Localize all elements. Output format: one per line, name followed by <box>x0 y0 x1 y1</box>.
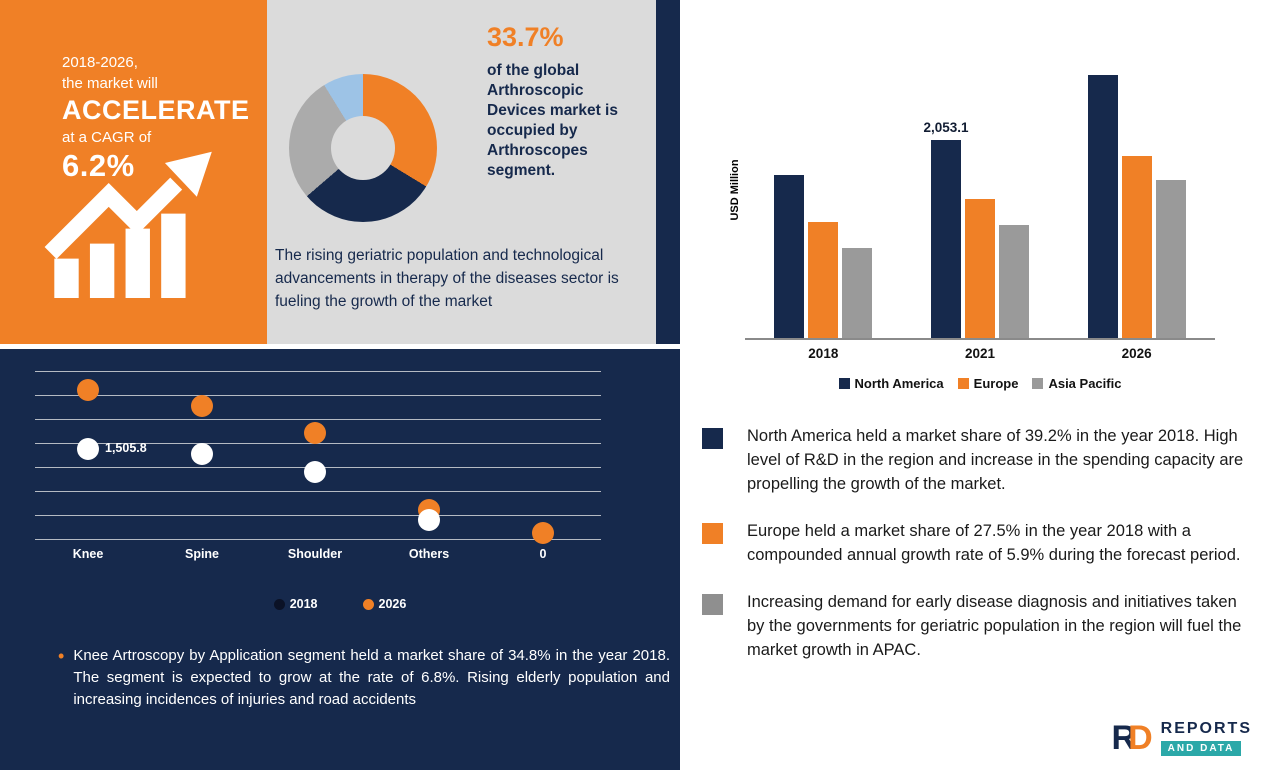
bar-asia-pacific-2018 <box>842 248 873 338</box>
brand-logo: RD REPORTS AND DATA <box>1112 720 1252 756</box>
bar-asia-pacific-2021 <box>998 225 1029 338</box>
cagr-value: 6.2% <box>62 148 135 183</box>
application-bullet-text: Knee Artroscopy by Application segment h… <box>73 647 670 708</box>
divider-strip <box>656 0 680 344</box>
growth-arrow-icon <box>44 151 212 298</box>
bar-group-2021: 2,053.1 2021 <box>923 120 1029 361</box>
bar-europe-2021 <box>964 199 995 338</box>
category-label: Knee <box>72 547 104 561</box>
legend-item-2018: 2018 <box>273 597 318 611</box>
category-label: 0 <box>539 547 547 561</box>
application-panel: Knee Spine Shoulder Others 0 1,505.8 2018 202… <box>0 349 680 770</box>
data-point-2018 <box>191 443 213 466</box>
brand-mark-icon: RD <box>1112 721 1153 755</box>
bar-europe-2018 <box>808 222 839 338</box>
regional-bullets: North America held a market share of 39.… <box>702 424 1258 685</box>
bar-north-america-2021: 2,053.1 <box>923 120 969 338</box>
regional-panel: USD Million 2018 2,053.1 2021 2026 North Am… <box>680 0 1280 770</box>
legend-2018-marker-icon <box>273 598 285 610</box>
donut-hole <box>331 116 395 180</box>
bar-asia-pacific-2026 <box>1155 180 1186 338</box>
data-point-2026 <box>77 379 99 402</box>
segment-share-value: 33.7% <box>487 22 564 52</box>
segment-share-text: of the global Arthroscopic Devices marke… <box>487 62 618 179</box>
regional-bar-chart: 2018 2,053.1 2021 2026 <box>745 60 1215 361</box>
legend-europe-label: Europe <box>973 376 1019 391</box>
application-bullet: • Knee Artroscopy by Application segment… <box>58 645 670 711</box>
regional-bullet-europe: Europe held a market share of 27.5% in t… <box>702 519 1258 567</box>
bar-north-america-2026 <box>1087 75 1118 338</box>
cagr-panel: 2018-2026, the market will ACCELERATE at… <box>0 0 267 344</box>
data-point-2026 <box>532 522 554 544</box>
bullet-marker-icon: • <box>58 646 65 666</box>
brand-mark-d: D <box>1128 719 1153 757</box>
gridline <box>35 395 601 396</box>
cagr-text-block: 2018-2026, the market will ACCELERATE at… <box>62 52 250 184</box>
legend-item-2026: 2026 <box>362 597 407 611</box>
segment-share-block: 33.7% of the global Arthroscopic Devices… <box>487 22 639 181</box>
data-point-2018 <box>77 437 99 460</box>
x-axis-label: 2026 <box>1121 346 1152 361</box>
bullet-square-orange-icon <box>702 523 723 544</box>
y-axis-label: USD Million <box>729 159 741 221</box>
gridline <box>35 491 601 492</box>
bullet-square-gray-icon <box>702 594 723 615</box>
data-point-2018 <box>304 460 326 483</box>
legend-europe-marker-icon <box>957 378 969 389</box>
gridline <box>35 419 601 420</box>
x-axis-label: 2021 <box>964 346 995 361</box>
bar-group-2018: 2018 <box>774 175 873 361</box>
data-point-2026 <box>191 394 213 417</box>
cagr-period: 2018-2026, <box>62 54 138 71</box>
brand-anddata-text: AND DATA <box>1160 741 1242 756</box>
brand-mark-r: R <box>1111 719 1137 757</box>
regional-bullet-apac-text: Increasing demand for early disease diag… <box>747 593 1242 659</box>
application-plot: Knee Spine Shoulder Others 0 1,505.8 <box>0 349 680 579</box>
regional-bullet-north-america-text: North America held a market share of 39.… <box>747 427 1244 493</box>
bar-data-label: 2,053.1 <box>923 120 969 135</box>
gridline <box>35 371 601 372</box>
gridline <box>35 515 601 516</box>
legend-item-europe: Europe <box>957 376 1019 391</box>
legend-north-america-marker-icon <box>838 378 850 389</box>
category-label: Spine <box>184 547 220 561</box>
legend-asia-pacific-label: Asia Pacific <box>1048 376 1122 391</box>
bullet-square-navy-icon <box>702 428 723 449</box>
bar-europe-2026 <box>1121 156 1152 338</box>
gridline <box>35 539 601 540</box>
regional-bullet-apac: Increasing demand for early disease diag… <box>702 590 1258 662</box>
cagr-accelerate: ACCELERATE <box>62 95 250 125</box>
category-label: Others <box>408 547 450 561</box>
market-driver-text: The rising geriatric population and tech… <box>275 247 619 310</box>
cagr-intro: the market will <box>62 75 158 92</box>
legend-2026-label: 2026 <box>378 597 407 611</box>
bar-group-2026: 2026 <box>1087 75 1186 361</box>
regional-bullet-europe-text: Europe held a market share of 27.5% in t… <box>747 522 1241 564</box>
brand-text: REPORTS AND DATA <box>1160 720 1252 756</box>
x-axis-label: 2018 <box>808 346 839 361</box>
application-legend: 2018 2026 <box>0 597 680 611</box>
bar-north-america-2018 <box>774 175 805 338</box>
donut-chart <box>289 74 437 222</box>
regional-bullet-north-america: North America held a market share of 39.… <box>702 424 1258 496</box>
data-point-2018 <box>418 508 440 531</box>
category-label: Shoulder <box>287 547 343 561</box>
legend-north-america-label: North America <box>854 376 944 391</box>
data-point-2026 <box>304 422 326 445</box>
legend-item-north-america: North America <box>838 376 944 391</box>
legend-asia-pacific-marker-icon <box>1032 378 1044 389</box>
legend-2026-marker-icon <box>362 598 374 610</box>
product-segment-panel: 33.7% of the global Arthroscopic Devices… <box>267 0 656 344</box>
regional-legend: North America Europe Asia Pacific <box>745 376 1215 391</box>
brand-reports-text: REPORTS <box>1160 720 1252 737</box>
data-label: 1,505.8 <box>105 440 147 455</box>
legend-2018-label: 2018 <box>289 597 318 611</box>
legend-item-asia-pacific: Asia Pacific <box>1032 376 1121 391</box>
cagr-label: at a CAGR of <box>62 129 152 146</box>
